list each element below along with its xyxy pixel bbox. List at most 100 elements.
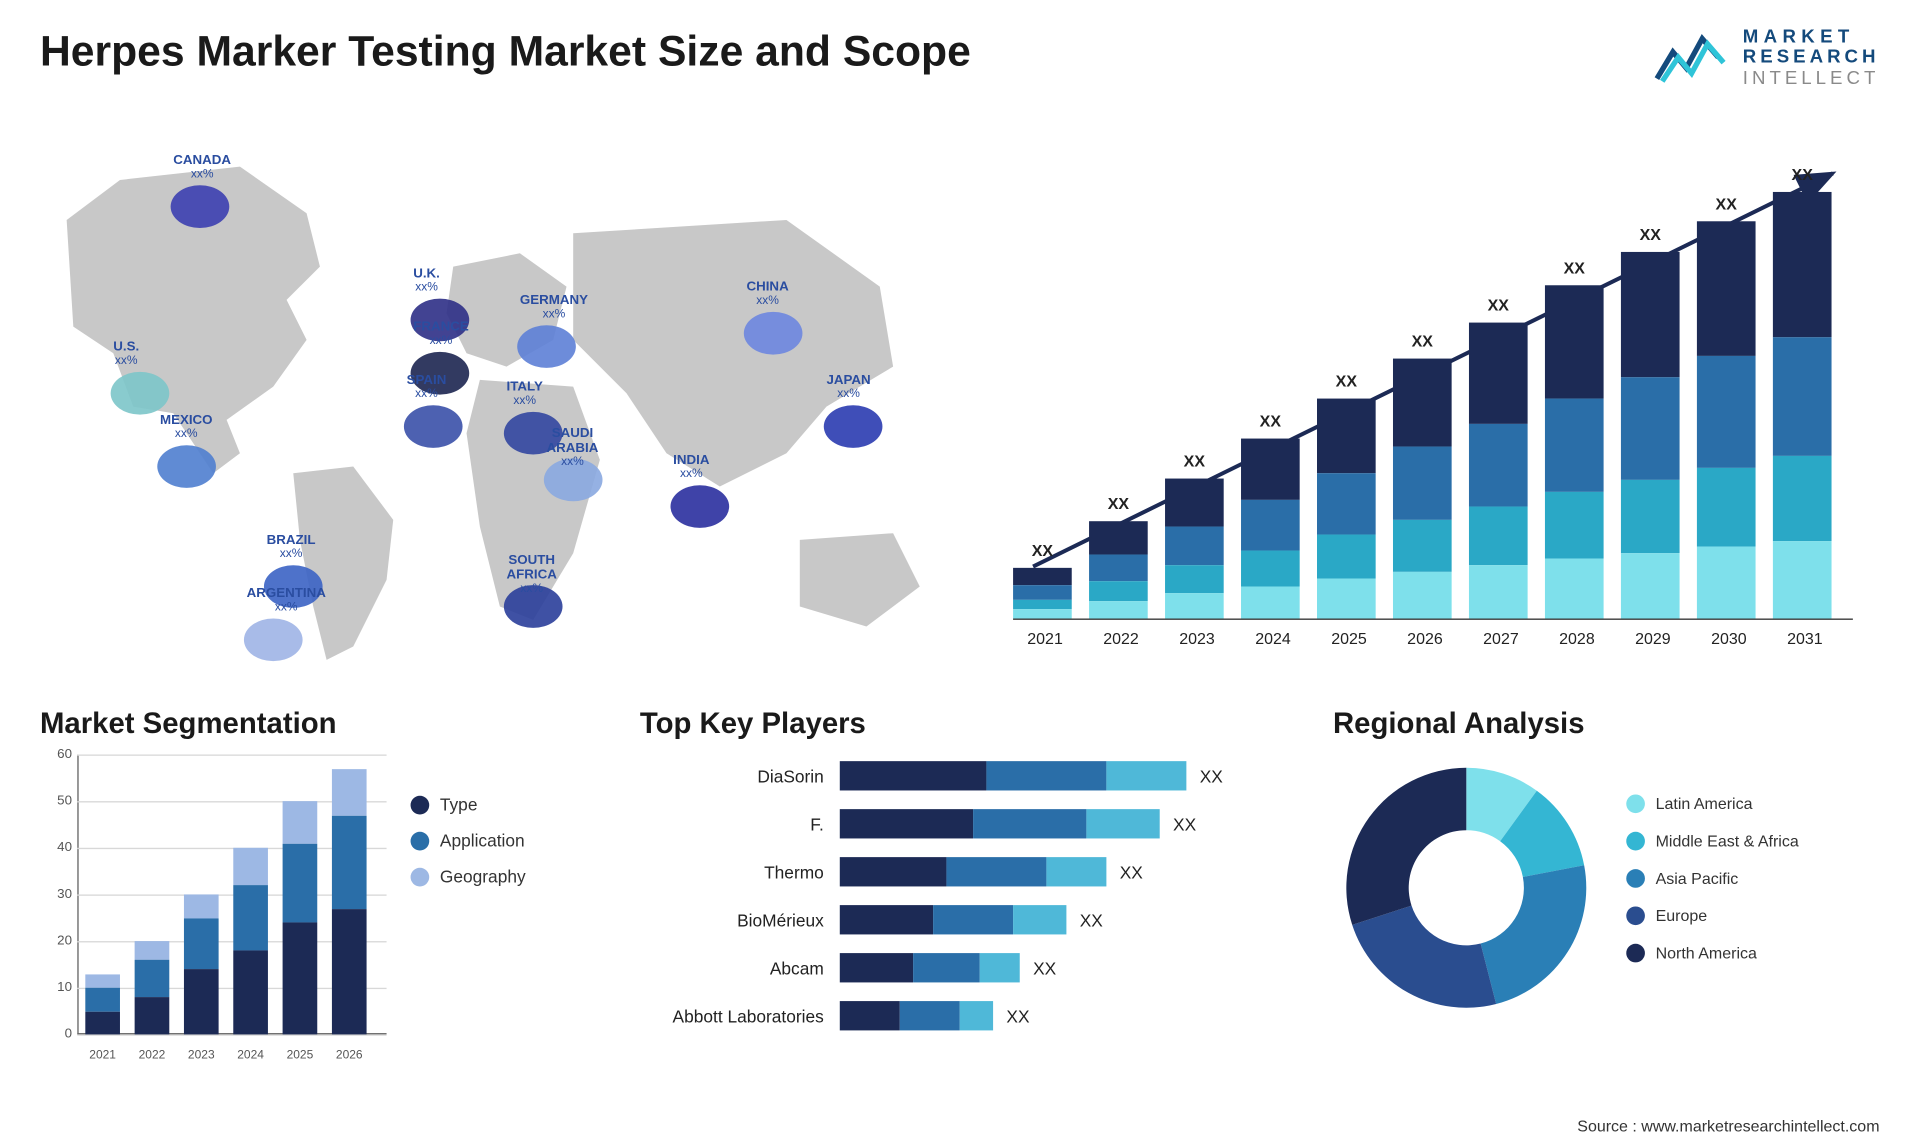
- market-bar-year: 2027: [1461, 629, 1541, 648]
- seg-bar-2024: [233, 848, 268, 1035]
- player-name: BioMérieux: [640, 910, 840, 930]
- brand-logo: MARKET RESEARCH INTELLECT: [1655, 27, 1880, 89]
- logo-icon: [1655, 28, 1730, 87]
- player-row: Abcam XX: [640, 946, 1307, 989]
- page-title: Herpes Marker Testing Market Size and Sc…: [40, 27, 971, 76]
- market-bar-value: XX: [1317, 372, 1376, 391]
- market-bar-year: 2025: [1309, 629, 1389, 648]
- market-bar-value: XX: [1089, 495, 1148, 514]
- market-bar-2028: XX2028: [1545, 285, 1604, 618]
- seg-ytick: 20: [40, 934, 72, 949]
- logo-line3: INTELLECT: [1743, 68, 1880, 89]
- seg-xtick: 2022: [129, 1048, 174, 1061]
- player-value: XX: [1080, 910, 1103, 930]
- seg-legend-item: Geography: [411, 866, 526, 886]
- regional-panel: Regional Analysis Latin America Middle Ea…: [1333, 706, 1866, 1079]
- donut-slice: [1346, 768, 1466, 925]
- market-bar-year: 2023: [1157, 629, 1237, 648]
- player-row: Abbott Laboratories XX: [640, 994, 1307, 1037]
- seg-xtick: 2023: [179, 1048, 224, 1061]
- player-bar: [840, 953, 1020, 982]
- seg-xtick: 2025: [277, 1048, 322, 1061]
- map-label-south-africa: SOUTHAFRICAxx%: [507, 553, 557, 596]
- seg-ytick: 40: [40, 840, 72, 855]
- player-row: F. XX: [640, 802, 1307, 845]
- player-value: XX: [1173, 814, 1196, 834]
- regional-title: Regional Analysis: [1333, 706, 1866, 741]
- player-row: DiaSorinXX: [640, 754, 1307, 797]
- player-name: Thermo: [640, 862, 840, 882]
- market-bar-2029: XX2029: [1621, 252, 1680, 619]
- seg-xtick: 2021: [80, 1048, 125, 1061]
- players-panel: Top Key Players DiaSorinXXF.XXThermoXXBi…: [640, 706, 1307, 1079]
- seg-bar-2023: [184, 894, 219, 1034]
- player-name: Abbott Laboratories: [640, 1006, 840, 1026]
- seg-legend-item: Application: [411, 830, 526, 850]
- market-bar-2026: XX2026: [1393, 359, 1452, 619]
- map-label-brazil: BRAZILxx%: [267, 533, 316, 561]
- source-text: Source : www.marketresearchintellect.com: [1577, 1117, 1879, 1136]
- player-value: XX: [1006, 1006, 1029, 1026]
- market-bar-value: XX: [1165, 452, 1224, 471]
- market-bar-2021: XX2021: [1013, 568, 1072, 619]
- market-bar-2022: XX2022: [1089, 521, 1148, 618]
- market-bar-year: 2024: [1233, 629, 1313, 648]
- map-label-italy: ITALYxx%: [507, 380, 543, 408]
- map-label-france: FRANCExx%: [413, 320, 469, 348]
- logo-line1: MARKET: [1743, 27, 1880, 48]
- market-bar-value: XX: [1545, 259, 1604, 278]
- donut-slice: [1481, 865, 1587, 1004]
- seg-ytick: 60: [40, 747, 72, 762]
- map-label-germany: GERMANYxx%: [520, 293, 588, 321]
- market-bar-year: 2026: [1385, 629, 1465, 648]
- segmentation-legend: Type Application Geography: [411, 794, 526, 1061]
- segmentation-title: Market Segmentation: [40, 706, 600, 741]
- donut-slice: [1352, 906, 1496, 1008]
- market-bar-2025: XX2025: [1317, 399, 1376, 619]
- map-label-mexico: MEXICOxx%: [160, 413, 213, 441]
- market-bar-2027: XX2027: [1469, 323, 1528, 619]
- seg-xtick: 2026: [327, 1048, 372, 1061]
- seg-legend-item: Type: [411, 794, 526, 814]
- regional-legend-item: Latin America: [1626, 794, 1798, 813]
- market-bar-value: XX: [1241, 412, 1300, 431]
- market-bar-value: XX: [1393, 332, 1452, 351]
- player-bar: [840, 761, 1187, 790]
- seg-bar-2026: [332, 768, 367, 1034]
- seg-ytick: 30: [40, 887, 72, 902]
- market-bar-2031: XX2031: [1773, 192, 1832, 619]
- player-row: ThermoXX: [640, 850, 1307, 893]
- seg-xtick: 2024: [228, 1048, 273, 1061]
- player-name: F.: [640, 814, 840, 834]
- player-value: XX: [1200, 766, 1223, 786]
- regional-legend: Latin America Middle East & Africa Asia Pa…: [1626, 794, 1798, 981]
- market-bar-value: XX: [1621, 225, 1680, 244]
- market-bar-year: 2021: [1005, 629, 1085, 648]
- market-bar-year: 2028: [1537, 629, 1617, 648]
- regional-legend-item: Asia Pacific: [1626, 869, 1798, 888]
- world-map-panel: CANADAxx%U.S.xx%MEXICOxx%BRAZILxx%ARGENT…: [40, 127, 973, 674]
- regional-legend-item: North America: [1626, 944, 1798, 963]
- market-size-chart: XX2021XX2022XX2023XX2024XX2025XX2026XX20…: [1000, 127, 1866, 660]
- market-bar-year: 2031: [1765, 629, 1845, 648]
- player-bar: [840, 857, 1107, 886]
- regional-legend-item: Middle East & Africa: [1626, 832, 1798, 851]
- market-bar-value: XX: [1697, 195, 1756, 214]
- regional-legend-item: Europe: [1626, 906, 1798, 925]
- market-bar-2030: XX2030: [1697, 221, 1756, 618]
- segmentation-chart: 0102030405060202120222023202420252026: [40, 754, 387, 1061]
- market-bar-2024: XX2024: [1241, 439, 1300, 619]
- market-bar-year: 2030: [1689, 629, 1769, 648]
- player-row: BioMérieux XX: [640, 898, 1307, 941]
- market-bar-year: 2029: [1613, 629, 1693, 648]
- market-bar-year: 2022: [1081, 629, 1161, 648]
- seg-ytick: 0: [40, 1027, 72, 1042]
- market-bar-value: XX: [1469, 296, 1528, 315]
- logo-line2: RESEARCH: [1743, 47, 1880, 68]
- map-label-saudi-arabia: SAUDIARABIAxx%: [547, 427, 599, 470]
- seg-bar-2022: [135, 941, 170, 1034]
- map-label-u-k-: U.K.xx%: [413, 267, 440, 295]
- map-label-china: CHINAxx%: [746, 280, 788, 308]
- player-name: Abcam: [640, 958, 840, 978]
- player-value: XX: [1033, 958, 1056, 978]
